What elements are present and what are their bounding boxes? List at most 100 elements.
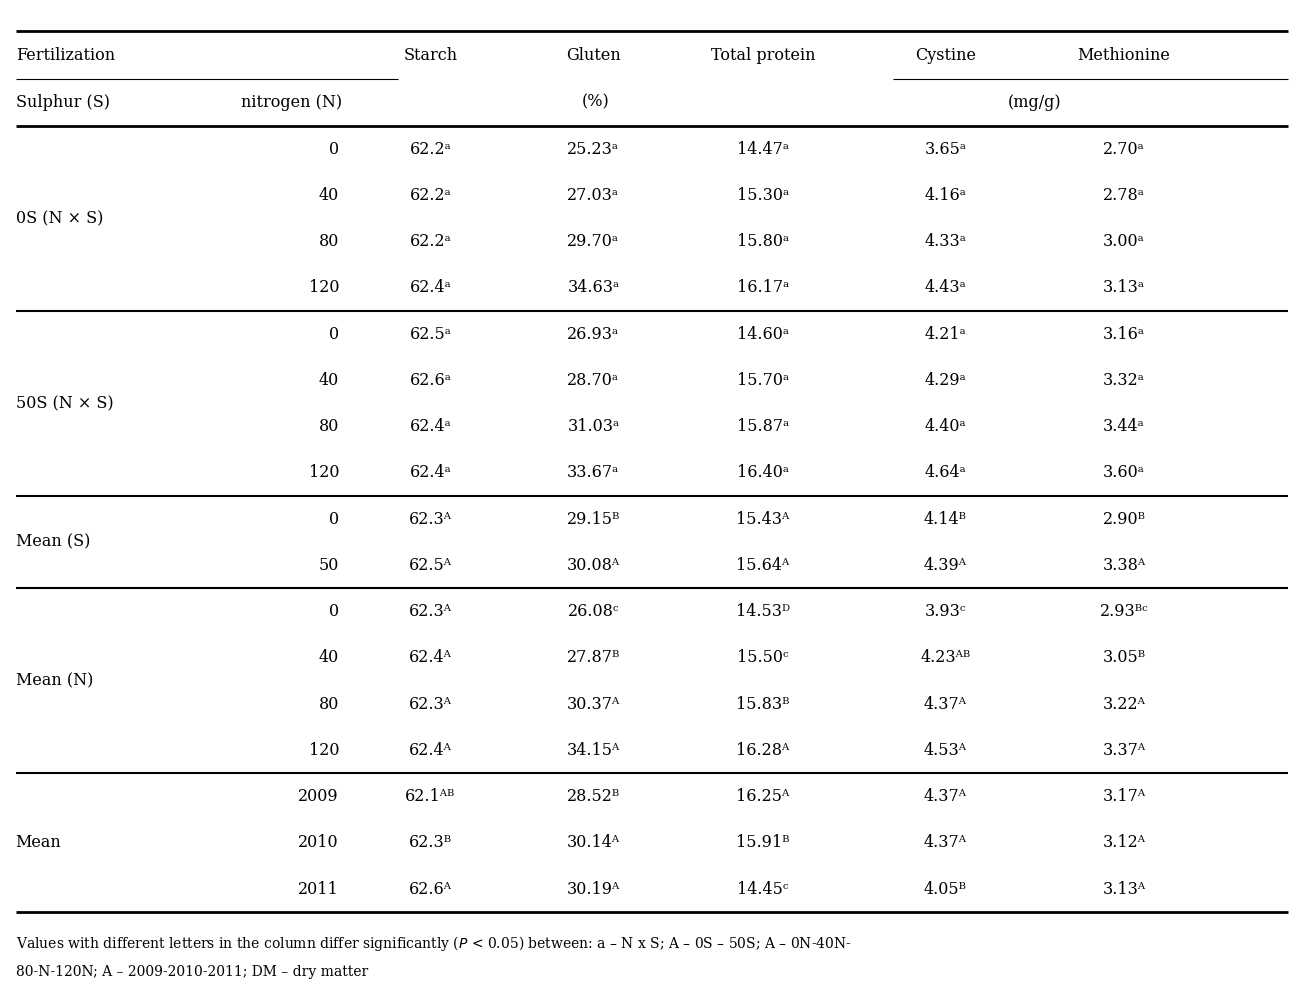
Text: 15.91ᴮ: 15.91ᴮ [735,834,790,851]
Text: 14.45ᶜ: 14.45ᶜ [737,881,789,897]
Text: Mean (N): Mean (N) [16,672,93,690]
Text: (mg/g): (mg/g) [1008,93,1061,111]
Text: 4.53ᴬ: 4.53ᴬ [925,742,966,759]
Text: 62.3ᴬ: 62.3ᴬ [409,696,451,712]
Text: 14.47ᵃ: 14.47ᵃ [737,141,789,157]
Text: 16.25ᴬ: 16.25ᴬ [737,788,789,805]
Text: 40: 40 [318,649,339,666]
Text: 40: 40 [318,187,339,204]
Text: 25.23ᵃ: 25.23ᵃ [567,141,619,157]
Text: 4.37ᴬ: 4.37ᴬ [925,788,966,805]
Text: 0: 0 [329,141,339,157]
Text: Fertilization: Fertilization [16,46,115,64]
Text: 3.17ᴬ: 3.17ᴬ [1102,788,1146,805]
Text: 62.4ᴬ: 62.4ᴬ [409,742,451,759]
Text: Cystine: Cystine [915,46,975,64]
Text: 16.40ᵃ: 16.40ᵃ [737,464,789,481]
Text: 120: 120 [309,742,339,759]
Text: 27.87ᴮ: 27.87ᴮ [567,649,619,666]
Text: 80: 80 [318,233,339,250]
Text: 4.37ᴬ: 4.37ᴬ [925,834,966,851]
Text: Values with different letters in the column differ significantly ($\mathit{P}$ <: Values with different letters in the col… [16,934,852,953]
Text: 3.32ᵃ: 3.32ᵃ [1103,372,1145,389]
Text: 3.38ᴬ: 3.38ᴬ [1102,557,1146,574]
Text: 4.33ᵃ: 4.33ᵃ [925,233,966,250]
Text: 30.19ᴬ: 30.19ᴬ [567,881,619,897]
Text: 4.14ᴮ: 4.14ᴮ [925,511,966,527]
Text: 50: 50 [318,557,339,574]
Text: 4.43ᵃ: 4.43ᵃ [925,279,966,296]
Text: 31.03ᵃ: 31.03ᵃ [567,418,619,435]
Text: 4.16ᵃ: 4.16ᵃ [925,187,966,204]
Text: Gluten: Gluten [566,46,621,64]
Text: 62.3ᴬ: 62.3ᴬ [409,603,451,620]
Text: 2.90ᴮ: 2.90ᴮ [1103,511,1145,527]
Text: 62.4ᵃ: 62.4ᵃ [409,464,451,481]
Text: 29.15ᴮ: 29.15ᴮ [567,511,619,527]
Text: 28.70ᵃ: 28.70ᵃ [567,372,619,389]
Text: 4.23ᴬᴮ: 4.23ᴬᴮ [921,649,970,666]
Text: 15.64ᴬ: 15.64ᴬ [737,557,789,574]
Text: 50S (N × S): 50S (N × S) [16,395,113,412]
Text: 33.67ᵃ: 33.67ᵃ [567,464,619,481]
Text: 80: 80 [318,696,339,712]
Text: 14.60ᵃ: 14.60ᵃ [737,326,789,342]
Text: 3.60ᵃ: 3.60ᵃ [1103,464,1145,481]
Text: 120: 120 [309,279,339,296]
Text: 0: 0 [329,603,339,620]
Text: Mean (S): Mean (S) [16,533,90,551]
Text: 4.40ᵃ: 4.40ᵃ [925,418,966,435]
Text: 80-N-120N; A – 2009-2010-2011; DM – dry matter: 80-N-120N; A – 2009-2010-2011; DM – dry … [16,965,368,979]
Text: 3.13ᴬ: 3.13ᴬ [1102,881,1146,897]
Text: 62.4ᵃ: 62.4ᵃ [409,418,451,435]
Text: 16.28ᴬ: 16.28ᴬ [737,742,789,759]
Text: 0: 0 [329,326,339,342]
Text: (%): (%) [582,93,609,111]
Text: 4.05ᴮ: 4.05ᴮ [925,881,966,897]
Text: 30.37ᴬ: 30.37ᴬ [567,696,619,712]
Text: 62.4ᴬ: 62.4ᴬ [409,649,451,666]
Text: 15.83ᴮ: 15.83ᴮ [735,696,790,712]
Text: 4.64ᵃ: 4.64ᵃ [925,464,966,481]
Text: 15.50ᶜ: 15.50ᶜ [737,649,789,666]
Text: Mean: Mean [16,834,61,851]
Text: nitrogen (N): nitrogen (N) [241,93,343,111]
Text: 28.52ᴮ: 28.52ᴮ [567,788,619,805]
Text: 80: 80 [318,418,339,435]
Text: 62.2ᵃ: 62.2ᵃ [409,233,451,250]
Text: 3.44ᵃ: 3.44ᵃ [1103,418,1145,435]
Text: 4.37ᴬ: 4.37ᴬ [925,696,966,712]
Text: 0S (N × S): 0S (N × S) [16,210,103,227]
Text: 4.21ᵃ: 4.21ᵃ [925,326,966,342]
Text: Total protein: Total protein [711,46,815,64]
Text: 2011: 2011 [299,881,339,897]
Text: 62.3ᴮ: 62.3ᴮ [408,834,452,851]
Text: 15.70ᵃ: 15.70ᵃ [737,372,789,389]
Text: 15.30ᵃ: 15.30ᵃ [737,187,789,204]
Text: 16.17ᵃ: 16.17ᵃ [737,279,789,296]
Text: 26.08ᶜ: 26.08ᶜ [567,603,619,620]
Text: 2.93ᴮᶜ: 2.93ᴮᶜ [1099,603,1149,620]
Text: 34.63ᵃ: 34.63ᵃ [567,279,619,296]
Text: 2010: 2010 [299,834,339,851]
Text: 15.80ᵃ: 15.80ᵃ [737,233,789,250]
Text: Methionine: Methionine [1077,46,1171,64]
Text: 2009: 2009 [299,788,339,805]
Text: 62.3ᴬ: 62.3ᴬ [409,511,451,527]
Text: 3.00ᵃ: 3.00ᵃ [1103,233,1145,250]
Text: 3.65ᵃ: 3.65ᵃ [925,141,966,157]
Text: 15.43ᴬ: 15.43ᴬ [737,511,789,527]
Text: 62.6ᴬ: 62.6ᴬ [409,881,451,897]
Text: 3.16ᵃ: 3.16ᵃ [1103,326,1145,342]
Text: 3.93ᶜ: 3.93ᶜ [925,603,966,620]
Text: 15.87ᵃ: 15.87ᵃ [737,418,789,435]
Text: 62.5ᵃ: 62.5ᵃ [409,326,451,342]
Text: 2.70ᵃ: 2.70ᵃ [1103,141,1145,157]
Text: 0: 0 [329,511,339,527]
Text: 27.03ᵃ: 27.03ᵃ [567,187,619,204]
Text: 120: 120 [309,464,339,481]
Text: 62.2ᵃ: 62.2ᵃ [409,141,451,157]
Text: 3.05ᴮ: 3.05ᴮ [1102,649,1146,666]
Text: 3.37ᴬ: 3.37ᴬ [1102,742,1146,759]
Text: 62.4ᵃ: 62.4ᵃ [409,279,451,296]
